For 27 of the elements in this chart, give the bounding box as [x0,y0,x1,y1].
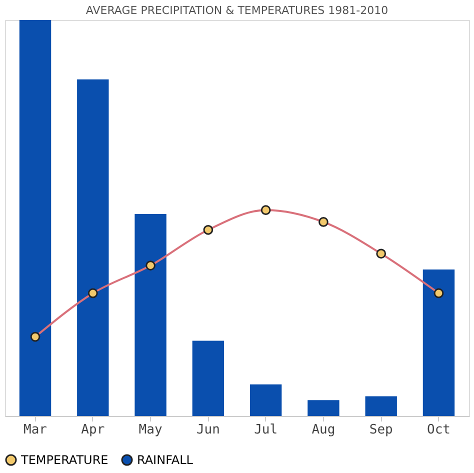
x-tick-label: Oct [426,422,450,438]
x-tick-label: Aug [312,422,336,438]
bar [19,20,52,416]
bar [422,269,455,416]
bar [365,396,397,416]
point [88,288,98,298]
x-tick-label: Jun [196,422,220,438]
point [260,205,271,216]
bar [77,79,109,416]
chart-title: AVERAGE PRECIPITATION & TEMPERATURES 1981-2010 [86,4,388,17]
point [203,224,214,235]
legend-label: TEMPERATURE [20,453,108,467]
bar [250,384,282,416]
point [434,288,444,298]
point [318,217,328,227]
x-tick-label: Sep [369,422,394,438]
x-tick-label: Apr [81,422,105,438]
point [30,332,40,342]
legend-label: RAINFALL [137,453,194,467]
x-tick-label: Jul [254,422,278,438]
bar [308,400,340,416]
bar [192,340,224,416]
point [146,260,156,270]
x-tick-label: Mar [24,422,48,438]
point [376,248,386,259]
bar [134,214,166,416]
x-tick-label: May [138,422,162,438]
